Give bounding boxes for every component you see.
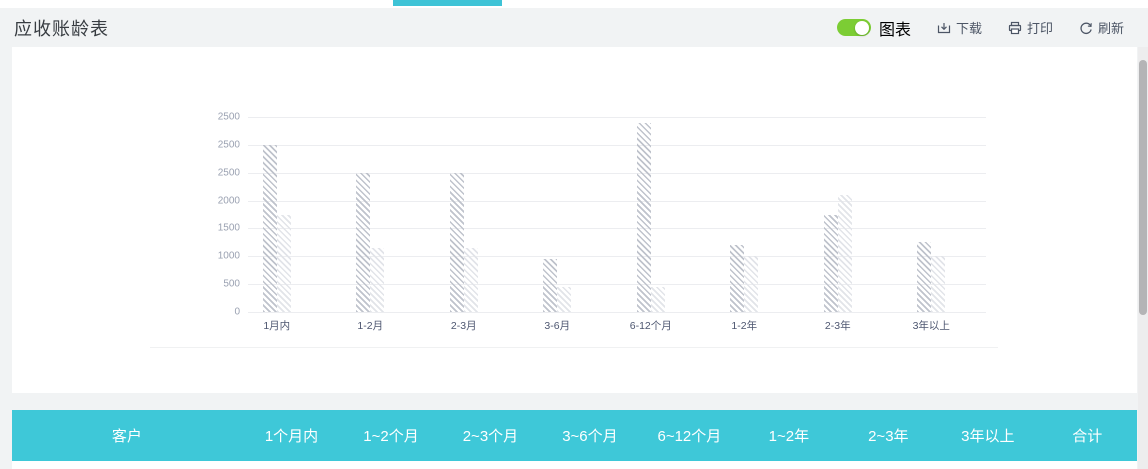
gridline xyxy=(248,228,986,230)
gridline xyxy=(248,256,986,258)
x-axis-label: 3-6月 xyxy=(544,320,571,332)
y-tick-label: 500 xyxy=(223,278,240,290)
aging-chart: 0 500 1000 1500 2000 2500 2500 2500 1月内 1-2月 2-3月 3… xyxy=(12,47,1137,393)
chart-card: 0 500 1000 1500 2000 2500 2500 2500 1月内 1-2月 2-3月 3… xyxy=(12,47,1137,393)
bar-light xyxy=(370,247,385,312)
table-header-cell: 2~3个月 xyxy=(462,428,519,445)
print-button[interactable]: 打印 xyxy=(1008,18,1053,37)
table-header-cell: 2~3年 xyxy=(868,428,909,445)
x-axis-label: 1-2月 xyxy=(357,320,384,332)
bar-light xyxy=(931,256,946,312)
bar-dark xyxy=(262,144,277,312)
top-accent-bar xyxy=(393,0,502,6)
table-body-strip xyxy=(12,461,1137,469)
y-tick-label: 2500 xyxy=(217,167,240,179)
y-tick-label: 1000 xyxy=(217,250,240,262)
y-tick-label: 1500 xyxy=(217,222,240,234)
y-tick-label: 0 xyxy=(234,306,240,318)
page-header: 应收账龄表 图表 下载 打印 xyxy=(0,8,1138,47)
x-axis-label: 1-2年 xyxy=(731,320,758,332)
download-label: 下载 xyxy=(955,21,982,36)
y-tick-label: 2000 xyxy=(217,195,240,207)
chart-separator-line xyxy=(150,347,998,348)
x-axis-label: 1月内 xyxy=(263,320,291,332)
bar-dark xyxy=(636,122,651,312)
bar-light xyxy=(557,286,572,312)
print-icon xyxy=(1008,21,1022,35)
gridline xyxy=(248,312,986,313)
top-band xyxy=(0,0,1148,8)
bar-dark xyxy=(356,172,371,312)
scrollbar-thumb[interactable] xyxy=(1139,60,1147,315)
toggle-knob xyxy=(854,20,869,35)
bar-dark xyxy=(449,172,464,312)
download-icon xyxy=(937,21,951,35)
toolbar: 图表 下载 打印 刷新 xyxy=(836,16,1124,40)
download-button[interactable]: 下载 xyxy=(937,18,982,37)
bar-dark xyxy=(730,245,745,312)
print-label: 打印 xyxy=(1026,21,1053,36)
table-header-cell: 客户 xyxy=(111,428,142,445)
toggle-label: 图表 xyxy=(878,21,911,39)
bar-dark xyxy=(823,214,838,312)
gridline xyxy=(248,117,986,118)
x-axis-label: 3年以上 xyxy=(912,320,950,332)
bar-dark xyxy=(917,242,932,312)
x-axis-label: 6-12个月 xyxy=(629,320,672,332)
page-title: 应收账龄表 xyxy=(14,18,109,39)
refresh-button[interactable]: 刷新 xyxy=(1079,18,1124,37)
bar-light xyxy=(744,256,759,312)
bar-light xyxy=(650,286,665,312)
table-header-cell: 3~6个月 xyxy=(562,428,618,445)
gridline xyxy=(248,284,986,286)
bar-light xyxy=(463,247,478,312)
refresh-label: 刷新 xyxy=(1097,21,1124,36)
table-header-cell: 1~2年 xyxy=(768,428,810,445)
bar-light xyxy=(837,195,852,312)
table-header-cell: 6~12个月 xyxy=(657,428,722,445)
table-header-cell: 合计 xyxy=(1072,428,1103,445)
x-axis-label: 2-3年 xyxy=(824,320,851,332)
table-header-cell: 3年以上 xyxy=(961,428,1015,445)
table-header-cell: 1~2个月 xyxy=(363,428,419,445)
gridline xyxy=(248,144,986,146)
chart-table-toggle[interactable]: 图表 xyxy=(836,16,911,40)
refresh-icon xyxy=(1079,21,1093,35)
x-axis-label: 2-3月 xyxy=(450,320,477,332)
y-tick-label: 2500 xyxy=(217,111,240,123)
bar-dark xyxy=(543,259,558,312)
toggle-switch[interactable] xyxy=(836,19,871,36)
gridline xyxy=(248,172,986,174)
gridline xyxy=(248,200,986,202)
bar-light xyxy=(276,214,291,312)
table-header-cell: 1个月内 xyxy=(264,428,319,445)
y-tick-label: 2500 xyxy=(217,139,240,151)
aging-table-header: 客户 1个月内 1~2个月 2~3个月 3~6个月 6~12个月 1~2年 2~3年 3年以上 合… xyxy=(12,410,1137,461)
